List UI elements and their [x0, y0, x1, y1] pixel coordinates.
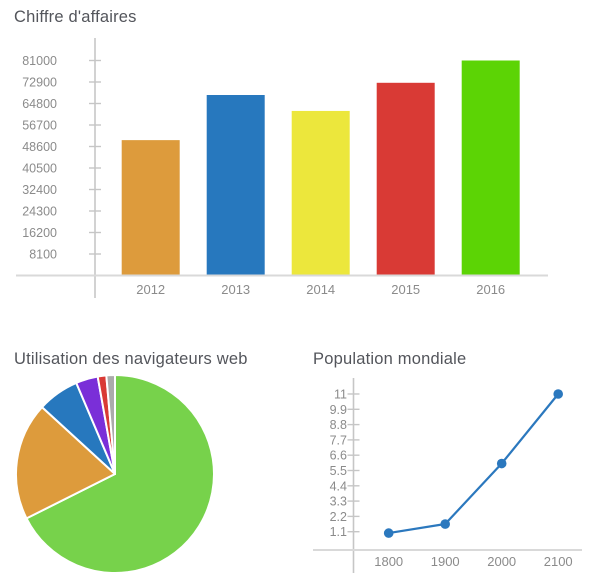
bar-y-tick-label: 8100	[29, 248, 57, 262]
bar-y-tick-label: 81000	[22, 54, 57, 68]
bar-x-label: 2012	[136, 282, 165, 297]
line-y-tick-label: 5.5	[330, 464, 347, 478]
bar-2012	[121, 140, 180, 275]
bar-2016	[461, 60, 520, 275]
line-y-tick-label: 8.8	[330, 418, 347, 432]
line-series	[388, 393, 560, 535]
pie-chart-title: Utilisation des navigateurs web	[14, 350, 248, 368]
bar-y-tick-label: 56700	[22, 119, 57, 133]
bar-x-label: 2016	[476, 282, 505, 297]
bar-y-tick-label: 48600	[22, 140, 57, 154]
bar-2013	[206, 95, 265, 275]
line-y-tick-label: 3.3	[330, 495, 347, 509]
line-point-1800	[383, 528, 394, 538]
pie-segment-gray-slice	[105, 373, 116, 475]
bar-chart: 8100 16200 24300 32400 40500 48600 56700 64800 7…	[16, 38, 548, 298]
bar-x-label: 2014	[306, 282, 335, 297]
line-y-tick-label: 4.4	[330, 479, 347, 493]
line-point-1900	[440, 519, 451, 529]
bar-y-tick-label: 16200	[22, 226, 57, 240]
bar-x-label: 2013	[221, 282, 250, 297]
line-x-label: 2100	[544, 554, 573, 569]
pie-segment-green-slice	[25, 374, 215, 574]
line-point-2100	[553, 389, 563, 399]
bar-chart-title: Chiffre d'affaires	[14, 8, 137, 26]
bar-x-label: 2015	[391, 282, 420, 297]
line-y-tick-label: 11	[334, 387, 347, 401]
line-x-label: 1800	[374, 554, 403, 569]
line-y-tick-label: 9.9	[330, 403, 347, 417]
line-y-tick-label: 1.1	[330, 525, 347, 539]
bar-y-tick-label: 72900	[22, 76, 57, 90]
line-x-label: 1900	[431, 554, 460, 569]
bar-2015	[376, 82, 435, 275]
pie-chart	[15, 373, 215, 574]
bar-y-tick-label: 32400	[22, 183, 57, 197]
bar-2014	[291, 110, 350, 275]
line-y-tick-label: 6.6	[330, 449, 347, 463]
pie-segment-orange-slice	[15, 406, 116, 520]
line-chart-title: Population mondiale	[313, 350, 467, 368]
line-x-label: 2000	[487, 554, 516, 569]
bar-y-tick-label: 64800	[22, 97, 57, 111]
bar-y-tick-label: 40500	[22, 162, 57, 176]
line-y-tick-label: 2.2	[330, 510, 347, 524]
line-point-2000	[496, 458, 507, 469]
bar-y-tick-label: 24300	[22, 205, 57, 219]
line-y-tick-label: 7.7	[330, 433, 347, 447]
line-chart: 1.12.23.3 4.45.56.6 7.78.89.9 11 1800 1900 200…	[313, 378, 582, 573]
